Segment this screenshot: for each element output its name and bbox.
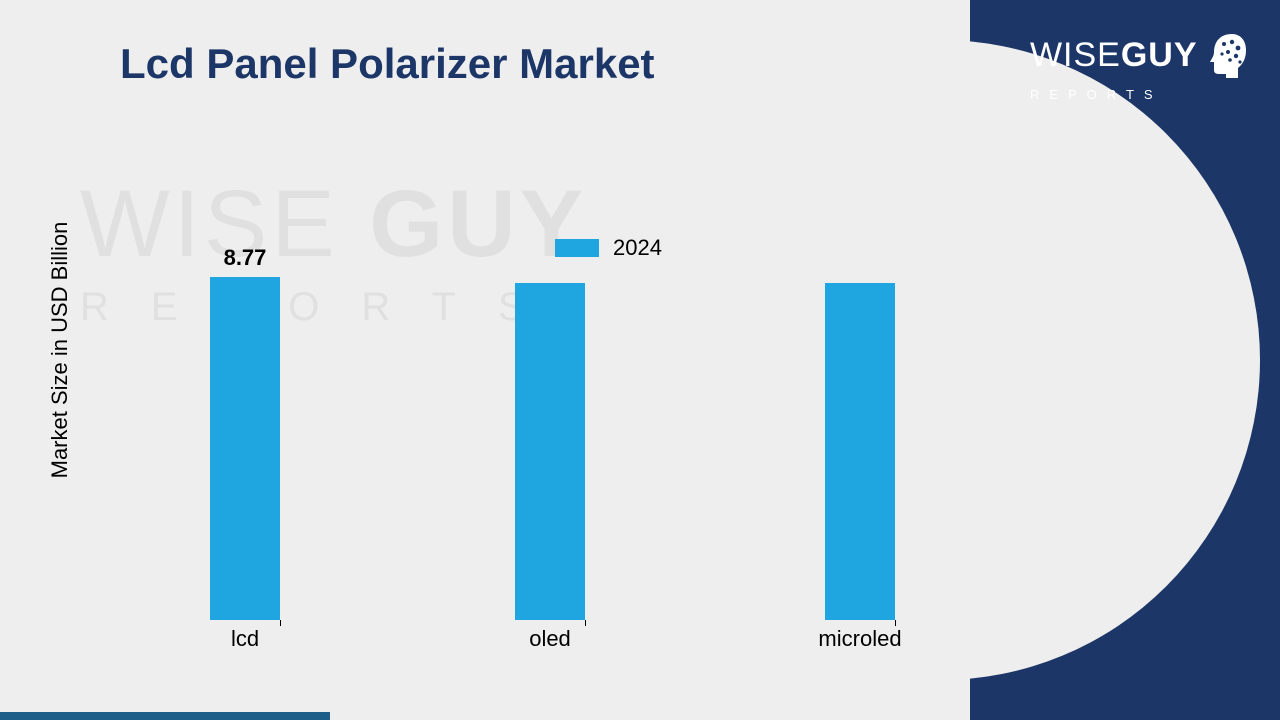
- y-axis-label: Market Size in USD Billion: [47, 222, 73, 479]
- chart-stage: WISE GUY REPORTS Lcd Panel Polarizer Mar…: [0, 0, 1280, 720]
- brand-text-bold: GUY: [1121, 36, 1198, 74]
- bottom-accent-bar: [0, 712, 330, 720]
- brand-logo: WISEGUY REPORTS: [1030, 30, 1250, 101]
- x-tick: [895, 620, 896, 626]
- legend-swatch: [555, 239, 599, 257]
- bar-oled: oled: [515, 283, 585, 620]
- x-tick: [280, 620, 281, 626]
- head-icon: [1202, 30, 1250, 84]
- legend: 2024: [555, 235, 662, 261]
- x-category-label: lcd: [231, 626, 259, 652]
- legend-label: 2024: [613, 235, 662, 261]
- bar-value-label: 8.77: [224, 245, 267, 271]
- bar-microled: microled: [825, 283, 895, 620]
- chart-title: Lcd Panel Polarizer Market: [120, 40, 655, 88]
- brand-text-light: WISE: [1030, 36, 1121, 74]
- brand-subtext: REPORTS: [1030, 88, 1250, 101]
- x-category-label: microled: [818, 626, 901, 652]
- plot-area: 2024 8.77lcdoledmicroled: [110, 150, 960, 650]
- x-tick: [585, 620, 586, 626]
- x-category-label: oled: [529, 626, 571, 652]
- bar-lcd: 8.77lcd: [210, 277, 280, 620]
